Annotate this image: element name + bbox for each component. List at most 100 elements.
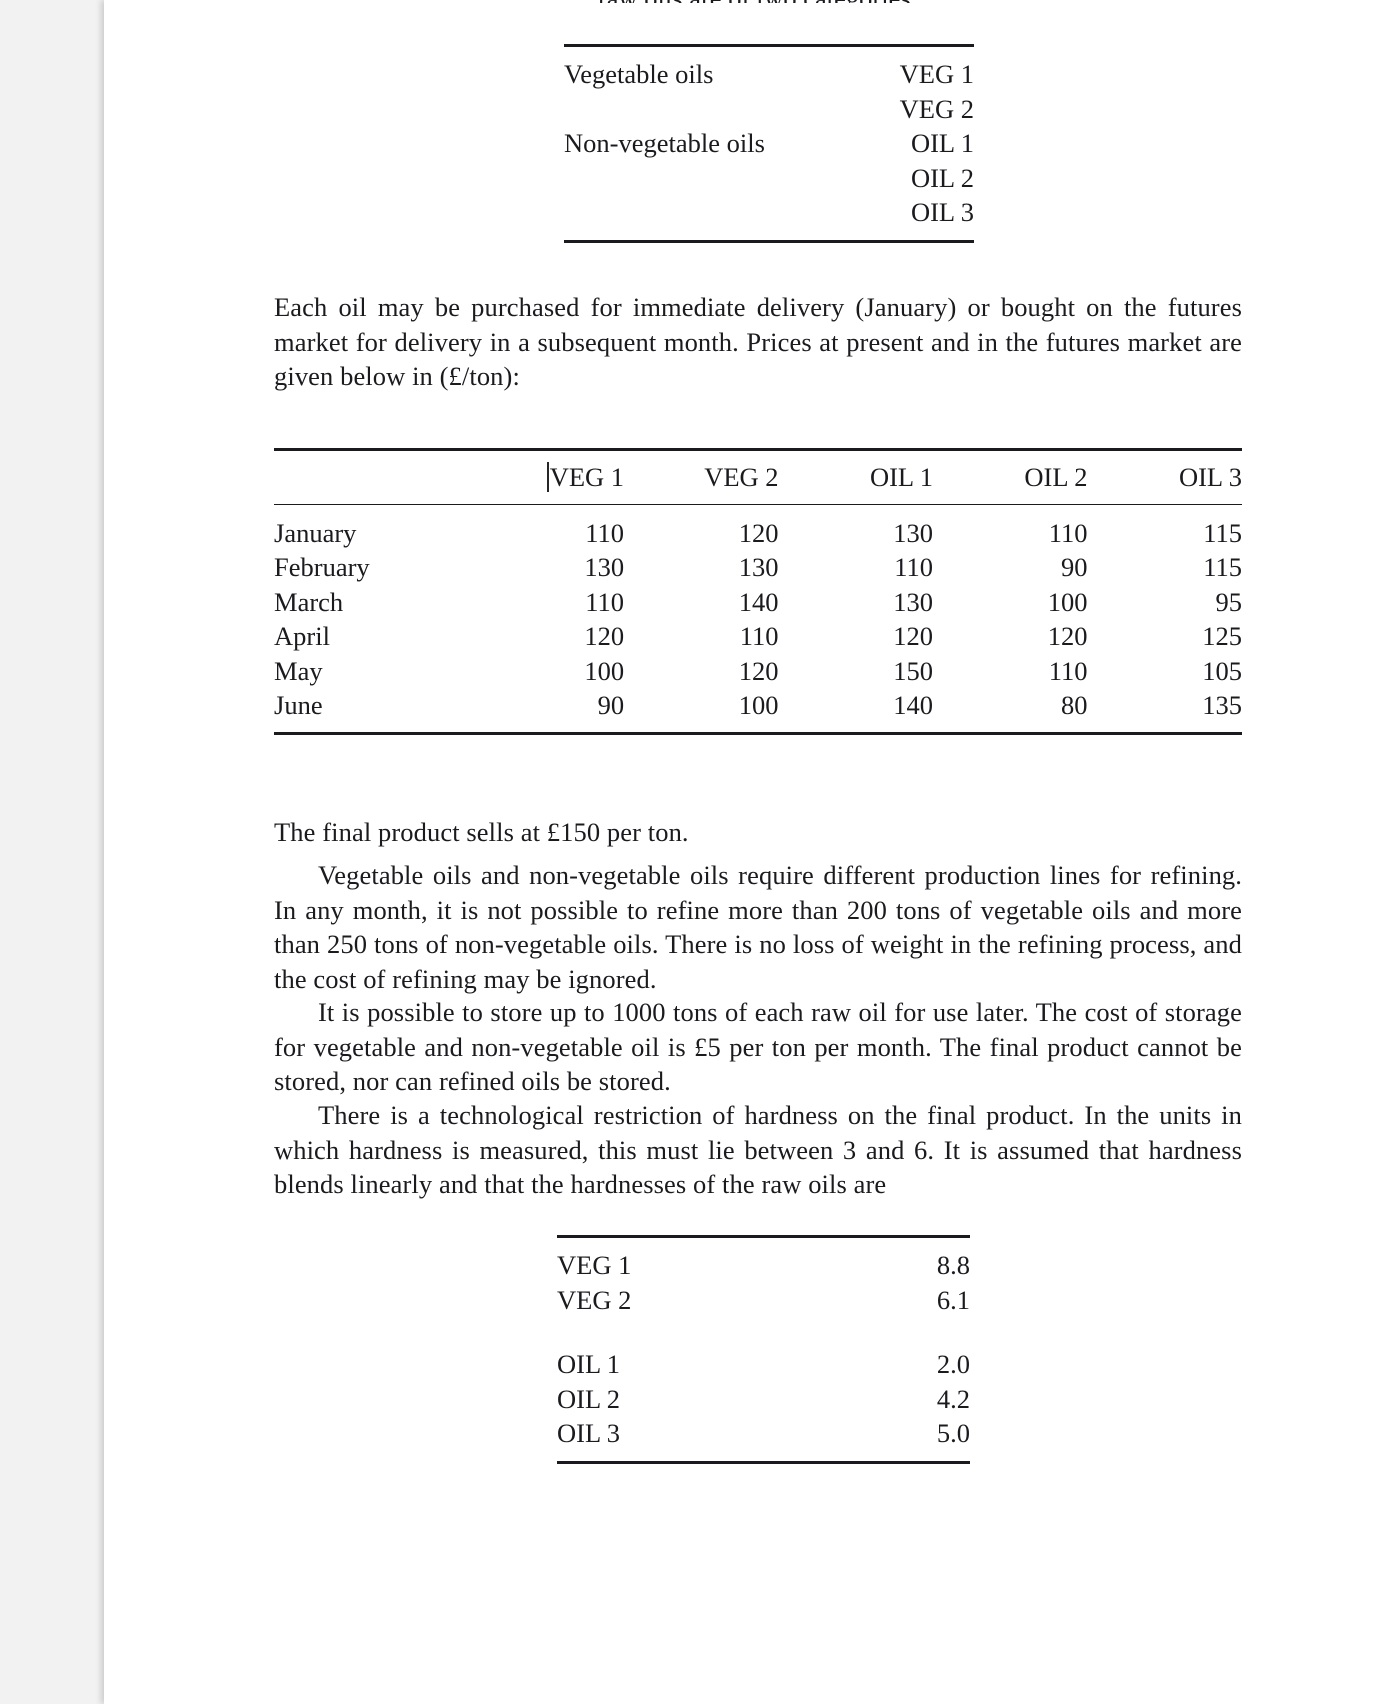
paragraph-price: The final product sells at £150 per ton. xyxy=(274,817,689,847)
spacer-cell xyxy=(843,1317,970,1347)
category-code: OIL 2 xyxy=(910,162,974,193)
cell-veg1: 110 xyxy=(585,586,625,617)
table-row: OIL 1 2.0 xyxy=(557,1347,970,1382)
table-row: January 110 120 130 110 115 xyxy=(274,504,1242,550)
table-row: OIL 3 5.0 xyxy=(557,1416,970,1464)
clipped-top-line: raw oils are of two categories: xyxy=(274,0,1242,3)
hardness-value: 6.1 xyxy=(936,1284,970,1315)
cell-oil2: 90 xyxy=(1060,552,1088,582)
cell-oil2: 110 xyxy=(1048,655,1088,686)
category-label xyxy=(564,92,863,127)
page-surface: raw oils are of two categories: Vegetabl… xyxy=(104,0,1379,1704)
row-label: March xyxy=(274,586,344,617)
cell-veg1: 130 xyxy=(584,552,625,582)
table-row: OIL 2 xyxy=(564,161,974,196)
cell-oil2: 100 xyxy=(1047,586,1088,617)
category-code: VEG 1 xyxy=(863,44,974,92)
cell-veg1: 100 xyxy=(584,655,625,686)
cell-oil3: 125 xyxy=(1202,621,1242,651)
table-row: Vegetable oils VEG 1 xyxy=(564,44,974,92)
hardness-value: 4.2 xyxy=(936,1383,970,1414)
oil-name: OIL 1 xyxy=(557,1349,621,1379)
cell-oil2: 120 xyxy=(1047,621,1088,651)
paragraph-hardness: There is a technological restriction of … xyxy=(274,1100,1242,1199)
cell-veg2: 140 xyxy=(738,586,779,617)
cell-veg2: 100 xyxy=(624,688,779,735)
paragraph-price-block: The final product sells at £150 per ton. xyxy=(274,815,1242,850)
row-label: May xyxy=(274,655,323,686)
oil-name: VEG 1 xyxy=(557,1235,843,1283)
table-row: April 120 110 120 120 125 xyxy=(274,619,1242,654)
paragraph-refining-block: Vegetable oils and non-vegetable oils re… xyxy=(274,858,1242,996)
column-header-oil3: OIL 3 xyxy=(1087,448,1242,505)
oil-name: OIL 2 xyxy=(557,1383,621,1414)
paragraph-futures-block: Each oil may be purchased for immediate … xyxy=(274,290,1242,394)
cell-oil3: 95 xyxy=(1215,586,1243,617)
cell-oil2: 80 xyxy=(933,688,1088,735)
cell-oil3: 115 xyxy=(1203,552,1242,582)
paragraph-hardness-block: There is a technological restriction of … xyxy=(274,1098,1242,1202)
table-row: February 130 130 110 90 115 xyxy=(274,550,1242,585)
hardness-value: 8.8 xyxy=(842,1235,970,1283)
cell-oil1: 110 xyxy=(894,552,933,582)
cell-veg2: 130 xyxy=(738,552,779,582)
row-label: April xyxy=(274,621,330,651)
paragraph-refining: Vegetable oils and non-vegetable oils re… xyxy=(274,860,1242,994)
hardness-value: 5.0 xyxy=(842,1416,970,1464)
cell-oil1: 140 xyxy=(778,688,933,735)
category-label: Non-vegetable oils xyxy=(564,128,765,158)
cell-veg2: 120 xyxy=(738,517,779,548)
spacer-cell xyxy=(557,1317,843,1347)
table-row: OIL 2 4.2 xyxy=(557,1382,970,1417)
paragraph-storage-block: It is possible to store up to 1000 tons … xyxy=(274,995,1242,1099)
cell-oil3: 135 xyxy=(1087,688,1242,735)
row-label: June xyxy=(274,688,470,735)
table-spacer-row xyxy=(557,1317,970,1347)
cell-oil1: 130 xyxy=(893,586,933,617)
table-row: VEG 1 8.8 xyxy=(557,1235,970,1283)
row-label: January xyxy=(274,517,357,548)
paragraph-futures: Each oil may be purchased for immediate … xyxy=(274,292,1242,391)
category-code: OIL 3 xyxy=(863,195,974,243)
table-row: June 90 100 140 80 135 xyxy=(274,688,1242,735)
column-header-oil2: OIL 2 xyxy=(933,448,1088,505)
category-code: VEG 2 xyxy=(899,93,974,124)
raw-oil-categories-table: Vegetable oils VEG 1 VEG 2 Non-vegetable… xyxy=(564,44,974,243)
oil-name: VEG 2 xyxy=(557,1284,632,1315)
cell-veg1: 90 xyxy=(469,688,625,735)
column-header-veg1: VEG 1 xyxy=(469,448,625,505)
futures-prices-table: VEG 1 VEG 2 OIL 1 OIL 2 OIL 3 January 11… xyxy=(274,448,1242,735)
cell-oil3: 115 xyxy=(1203,517,1242,548)
table-row: May 100 120 150 110 105 xyxy=(274,654,1242,689)
cell-oil3: 105 xyxy=(1202,655,1242,686)
table-row: OIL 3 xyxy=(564,195,974,243)
cell-veg1: 110 xyxy=(585,517,625,548)
column-header-veg1-label: VEG 1 xyxy=(549,462,625,492)
table-row: VEG 2 6.1 xyxy=(557,1283,970,1318)
text-cursor-icon xyxy=(546,462,549,492)
column-header-veg2: VEG 2 xyxy=(624,448,779,505)
cell-veg1: 120 xyxy=(584,621,625,651)
category-label xyxy=(564,195,864,243)
cell-veg2: 120 xyxy=(738,655,779,686)
table-row: March 110 140 130 100 95 xyxy=(274,585,1242,620)
table-row: VEG 2 xyxy=(564,92,974,127)
category-label: Vegetable oils xyxy=(564,44,864,92)
cell-oil1: 120 xyxy=(893,621,933,651)
category-code: OIL 1 xyxy=(910,128,974,158)
oil-name: OIL 3 xyxy=(557,1416,843,1464)
hardness-value: 2.0 xyxy=(936,1349,970,1379)
column-header-oil1: OIL 1 xyxy=(778,448,933,505)
cell-veg2: 110 xyxy=(739,621,779,651)
raw-oil-hardness-table: VEG 1 8.8 VEG 2 6.1 OIL 1 xyxy=(557,1235,970,1464)
paragraph-storage: It is possible to store up to 1000 tons … xyxy=(274,997,1242,1096)
table-header-row: VEG 1 VEG 2 OIL 1 OIL 2 OIL 3 xyxy=(274,448,1242,505)
category-label xyxy=(564,161,863,196)
table-row: Non-vegetable oils OIL 1 xyxy=(564,126,974,161)
row-label: February xyxy=(274,552,370,582)
cell-oil1: 150 xyxy=(893,655,933,686)
cell-oil1: 130 xyxy=(893,517,933,548)
cell-oil2: 110 xyxy=(1048,517,1088,548)
column-header-month xyxy=(274,448,470,505)
